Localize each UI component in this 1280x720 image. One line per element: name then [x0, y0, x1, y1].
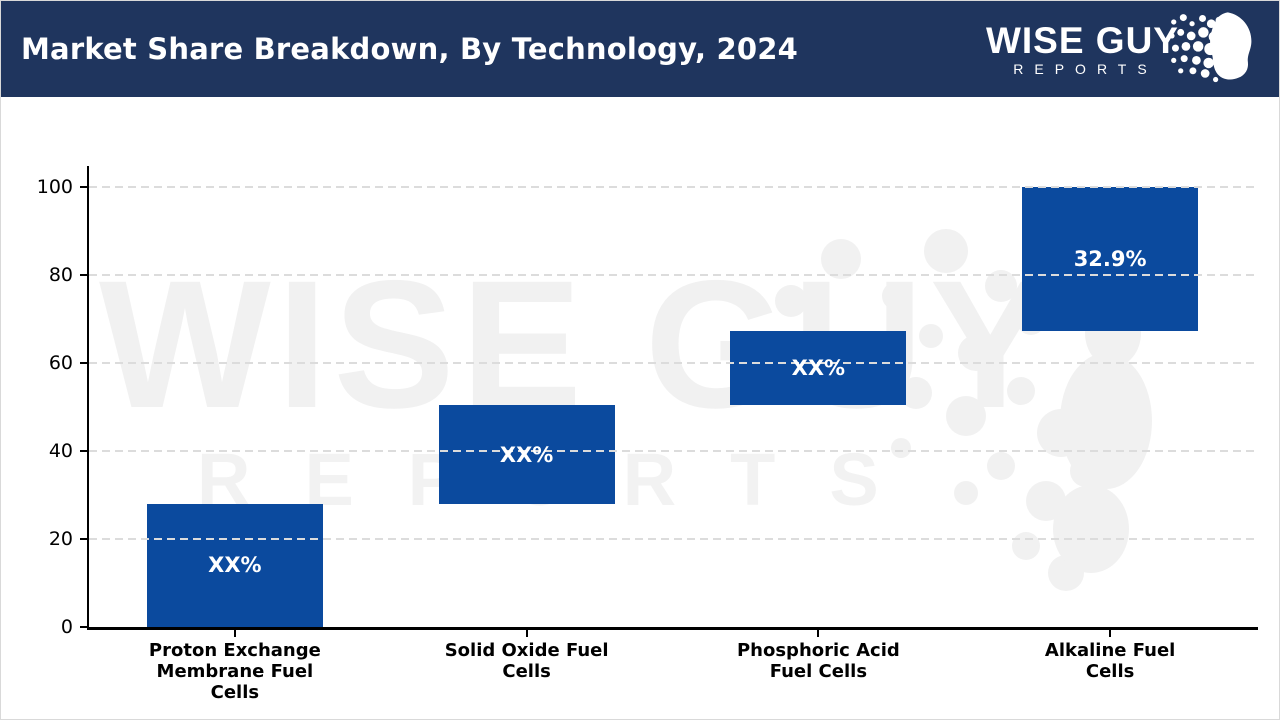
- x-category-label: Phosphoric Acid Fuel Cells: [736, 640, 900, 682]
- y-tick-mark: [80, 185, 87, 188]
- y-tick-mark: [80, 361, 87, 364]
- bar-value-label: XX%: [791, 356, 846, 381]
- x-category-label: Proton Exchange Membrane Fuel Cells: [148, 640, 321, 703]
- x-axis-line: [87, 627, 1258, 630]
- x-tick-mark: [1109, 630, 1112, 637]
- logo-subtitle: REPORTS: [1013, 61, 1158, 77]
- bar: [146, 503, 323, 627]
- y-tick-mark: [80, 537, 87, 540]
- x-category-label: Solid Oxide Fuel Cells: [444, 640, 609, 682]
- x-tick-mark: [233, 630, 236, 637]
- y-tick-label: 80: [48, 263, 73, 286]
- x-category-label: Alkaline Fuel Cells: [1044, 640, 1176, 682]
- y-axis-line: [87, 166, 89, 629]
- y-tick-label: 20: [48, 527, 73, 550]
- dotted-head-profile-icon: [1169, 12, 1252, 83]
- page-title: Market Share Breakdown, By Technology, 2…: [21, 32, 799, 66]
- bar: [438, 405, 615, 504]
- y-tick-label: 0: [60, 616, 73, 638]
- logo-text: WISE GUY REPORTS: [986, 22, 1179, 76]
- bar-value-label: XX%: [499, 442, 554, 467]
- bar-value-label: XX%: [208, 553, 262, 578]
- logo: WISE GUY REPORTS: [986, 8, 1261, 90]
- y-tick-label: 60: [48, 351, 73, 374]
- x-tick-mark: [817, 630, 820, 637]
- y-tick-label: 100: [36, 175, 73, 198]
- x-tick-mark: [525, 630, 528, 637]
- bar-value-label: 32.9%: [1073, 246, 1147, 271]
- header: Market Share Breakdown, By Technology, 2…: [1, 1, 1279, 97]
- logo-wordmark: WISE GUY: [985, 20, 1179, 61]
- y-tick-mark: [80, 449, 87, 452]
- y-tick-mark: [80, 273, 87, 276]
- y-tick-label: 40: [48, 439, 73, 462]
- y-tick-mark: [80, 626, 87, 628]
